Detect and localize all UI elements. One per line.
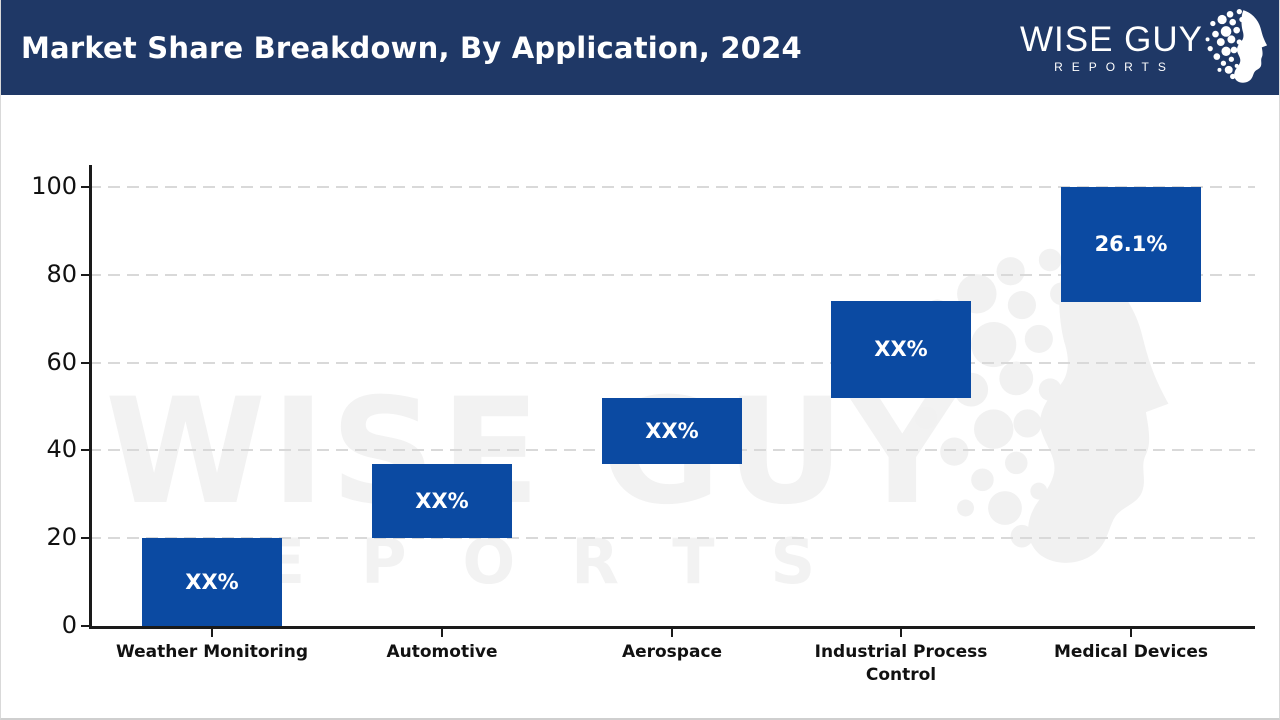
bar-value-label: XX% xyxy=(185,570,239,595)
gridline-100 xyxy=(89,186,1255,188)
y-tick-60 xyxy=(81,361,89,364)
y-tick-label-60: 60 xyxy=(46,347,77,376)
y-tick-100 xyxy=(81,186,89,188)
gridline-20 xyxy=(89,537,1255,540)
y-tick-0 xyxy=(81,625,89,627)
watermark-text-1: WISE GUY xyxy=(105,367,961,537)
bar-medical-devices: 26.1% xyxy=(1061,187,1201,302)
y-tick-20 xyxy=(81,537,89,540)
gridline-60 xyxy=(89,361,1255,364)
y-axis-line xyxy=(89,165,92,629)
x-tick-3 xyxy=(900,629,902,637)
y-tick-label-40: 40 xyxy=(46,435,77,464)
bar-automotive: XX% xyxy=(372,463,512,539)
x-category-label: Medical Devices xyxy=(1053,642,1208,662)
y-tick-label-100: 100 xyxy=(31,172,77,200)
y-tick-40 xyxy=(81,449,89,452)
header-bar: Market Share Breakdown, By Application, … xyxy=(1,0,1279,95)
x-tick-1 xyxy=(441,629,443,637)
brand-logo-text: WISE GUY REPORTS xyxy=(1020,22,1203,74)
x-category-label: Industrial Process Control xyxy=(814,642,988,685)
bar-value-label: XX% xyxy=(415,488,469,513)
brand-face-icon xyxy=(1199,5,1273,91)
x-category-label: Aerospace xyxy=(621,642,723,662)
y-tick-80 xyxy=(81,273,89,276)
bar-aerospace: XX% xyxy=(602,397,742,464)
bar-value-label: XX% xyxy=(874,337,928,362)
brand-subtitle: REPORTS xyxy=(1054,59,1175,74)
x-tick-2 xyxy=(671,629,673,637)
y-tick-label-0: 0 xyxy=(61,611,77,639)
bar-weather-monitoring: XX% xyxy=(142,538,282,626)
x-axis-line xyxy=(89,626,1255,629)
gridline-80 xyxy=(89,273,1255,276)
x-category-label: Automotive xyxy=(386,642,498,662)
brand-name: WISE GUY xyxy=(1019,19,1203,59)
chart-canvas: WISE GUY REPORTS 0 20 40 60 80 100 XX% Weather … xyxy=(1,95,1279,718)
y-tick-label-20: 20 xyxy=(46,523,77,552)
x-tick-0 xyxy=(211,629,213,637)
bar-industrial-process-control: XX% xyxy=(831,301,971,398)
chart-title: Market Share Breakdown, By Application, … xyxy=(21,30,802,65)
x-tick-4 xyxy=(1130,629,1132,637)
brand-logo: WISE GUY REPORTS xyxy=(1020,5,1279,91)
bar-value-label: XX% xyxy=(645,418,699,443)
bar-value-label: 26.1% xyxy=(1094,232,1168,257)
x-category-label: Weather Monitoring xyxy=(115,642,309,662)
y-tick-label-80: 80 xyxy=(46,259,77,288)
